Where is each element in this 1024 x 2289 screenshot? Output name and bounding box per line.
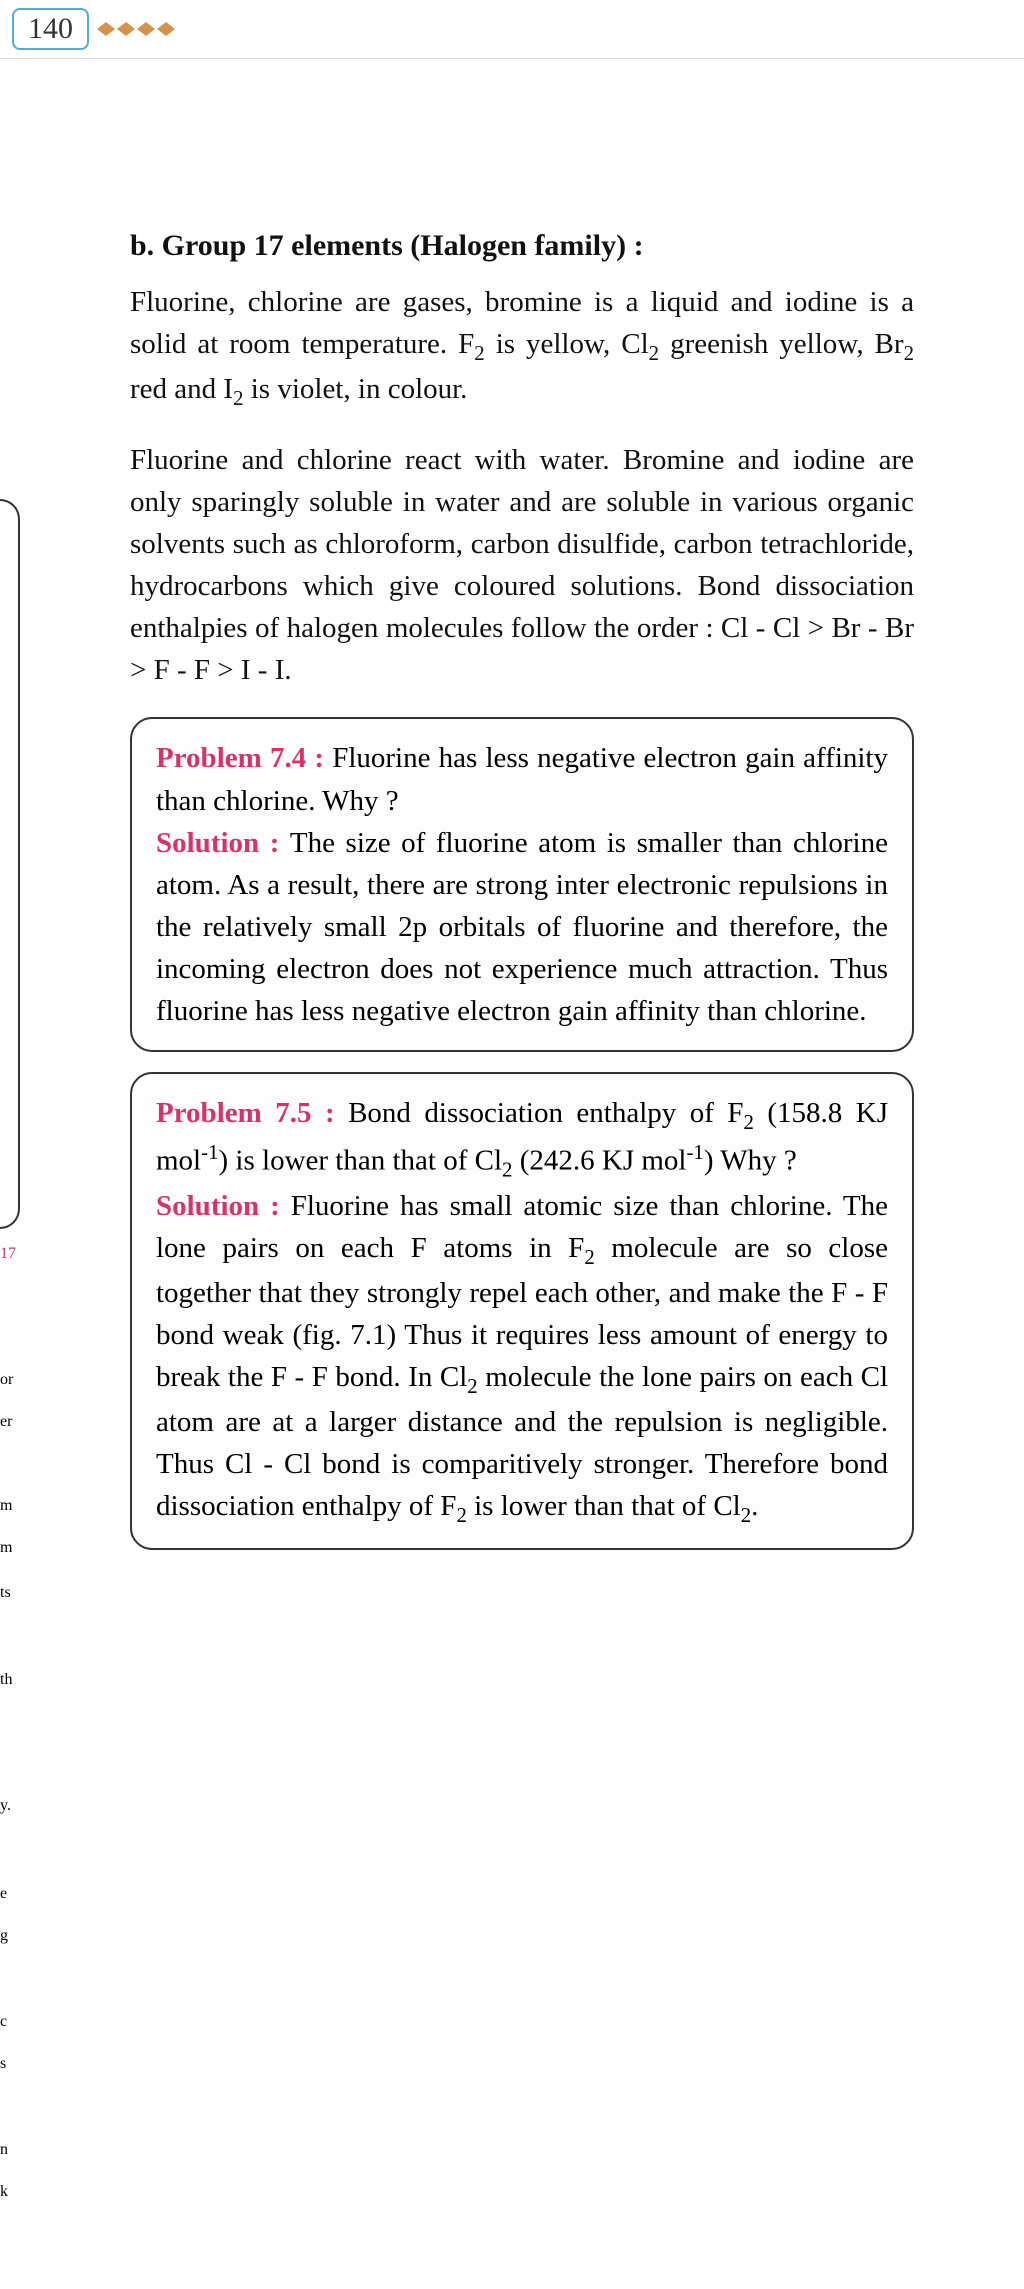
subscript: 2 xyxy=(233,386,243,410)
text: ) Why ? xyxy=(704,1145,797,1177)
problem-label: Problem 7.5 : xyxy=(156,1097,348,1129)
text: red and I xyxy=(130,373,233,405)
text: . xyxy=(751,1490,758,1522)
text: is yellow, Cl xyxy=(485,328,649,360)
solution-label: Solution : xyxy=(156,827,290,859)
subscript: 2 xyxy=(744,1110,754,1134)
fragment-text: s xyxy=(0,2055,6,2073)
text: is lower than that of Cl xyxy=(467,1490,741,1522)
text: (242.6 KJ mol xyxy=(512,1145,686,1177)
problem-box-7-4: Problem 7.4 : Fluorine has less negative… xyxy=(130,717,914,1051)
fragment-text: y. xyxy=(0,1797,11,1815)
superscript: -1 xyxy=(201,1140,218,1164)
fragment-text: 17 xyxy=(0,1245,16,1263)
header-decoration xyxy=(97,22,175,36)
paragraph-halogen-reactivity: Fluorine and chlorine react with water. … xyxy=(130,439,914,691)
paragraph-halogen-states: Fluorine, chlorine are gases, bromine is… xyxy=(130,281,914,413)
subscript: 2 xyxy=(741,1503,751,1527)
problem-label: Problem 7.4 : xyxy=(156,742,332,774)
section-title: b. Group 17 elements (Halogen family) : xyxy=(130,229,914,263)
deco-diamond xyxy=(157,22,175,36)
spacer xyxy=(0,59,1024,189)
fragment-text: th xyxy=(0,1671,12,1689)
fragment-text: k xyxy=(0,2183,8,2201)
page-number-badge: 140 xyxy=(12,8,89,50)
solution-label: Solution : xyxy=(156,1190,291,1222)
subscript: 2 xyxy=(649,341,659,365)
fragment-text: e xyxy=(0,1885,7,1903)
fragment-text: m xyxy=(0,1539,12,1557)
text: is violet, in colour. xyxy=(244,373,468,405)
fragment-text: n xyxy=(0,2141,8,2159)
fragment-text: c xyxy=(0,2013,7,2031)
subscript: 2 xyxy=(904,341,914,365)
fragment-text: m xyxy=(0,1497,12,1515)
deco-diamond xyxy=(137,22,155,36)
text: greenish yellow, Br xyxy=(659,328,903,360)
content-area: 17 or er m m ts th y. e g c s n k b. Gro… xyxy=(0,189,1024,2289)
subscript: 2 xyxy=(584,1244,594,1268)
fragment-text: g xyxy=(0,1927,8,1945)
deco-diamond xyxy=(97,22,115,36)
fragment-text: or xyxy=(0,1371,13,1389)
text: ) is lower than that of Cl xyxy=(219,1145,503,1177)
deco-diamond xyxy=(117,22,135,36)
text: Bond dissociation enthalpy of F xyxy=(348,1097,743,1129)
superscript: -1 xyxy=(686,1140,703,1164)
subscript: 2 xyxy=(456,1503,466,1527)
subscript: 2 xyxy=(502,1157,512,1181)
fragment-text: er xyxy=(0,1413,12,1431)
subscript: 2 xyxy=(474,341,484,365)
problem-box-7-5: Problem 7.5 : Bond dissociation enthalpy… xyxy=(130,1072,914,1550)
fragment-text: ts xyxy=(0,1584,11,1602)
page-header: 140 xyxy=(0,0,1024,59)
cutoff-box-border xyxy=(0,499,20,1229)
subscript: 2 xyxy=(467,1374,477,1398)
